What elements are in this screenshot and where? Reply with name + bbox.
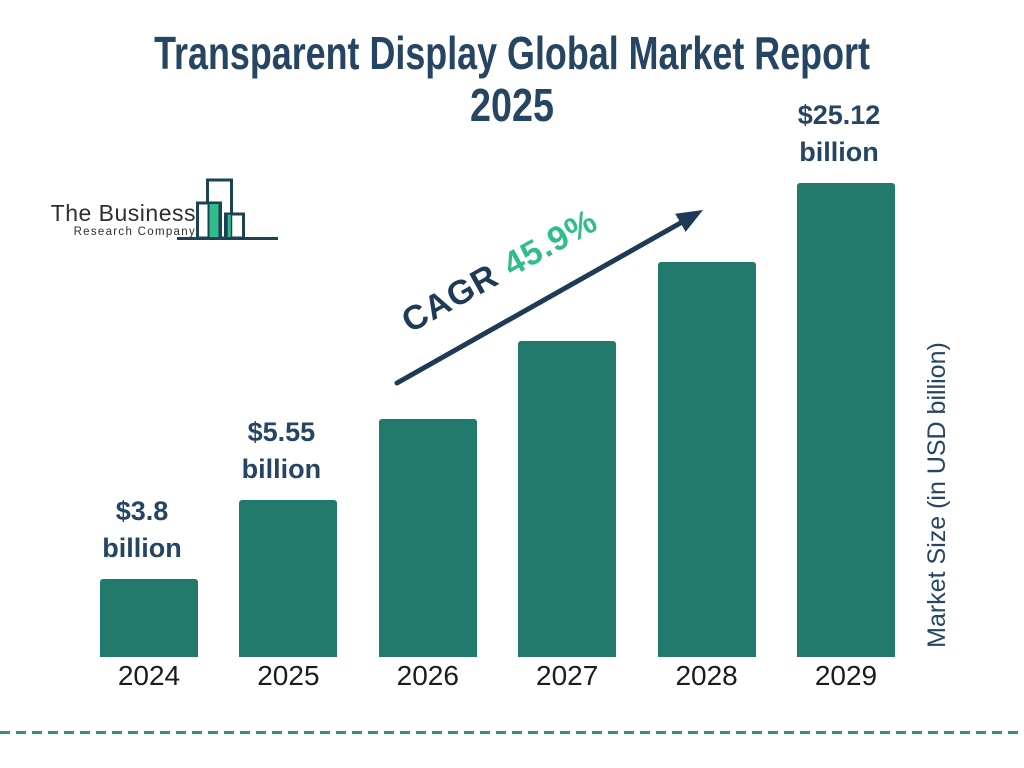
- x-tick-2026: 2026: [396, 660, 459, 691]
- logo: The Business Research Company: [38, 201, 196, 239]
- value-label-line: $25.12: [797, 100, 881, 130]
- value-label-line: billion: [799, 137, 879, 167]
- bottom-dashed-divider: [0, 731, 1024, 734]
- value-label-line: $5.55: [247, 417, 316, 447]
- bar-2024: [100, 579, 198, 657]
- value-label-2024: $3.8 billion: [57, 493, 227, 567]
- x-tick-2027: 2027: [536, 660, 599, 691]
- cagr-text: CAGR: [395, 256, 505, 341]
- logo-name-text: The Business: [50, 200, 196, 226]
- page-title: Transparent Display Global Market Report…: [0, 26, 1024, 130]
- cagr-label: CAGR45.9%: [379, 192, 622, 350]
- bar-2029: [797, 183, 895, 657]
- logo-subname-text: Research Company: [73, 226, 196, 238]
- bar-2026: [378, 419, 477, 657]
- value-label-line: billion: [102, 533, 182, 563]
- value-label-line: billion: [241, 454, 322, 484]
- title-line-2: 2025: [470, 79, 554, 131]
- x-tick-2025: 2025: [257, 660, 320, 691]
- value-label-2025: $5.55 billion: [196, 414, 366, 488]
- bar-2025: [239, 500, 338, 657]
- cagr-value: 45.9%: [496, 201, 605, 285]
- x-tick-2024: 2024: [117, 660, 181, 691]
- logo-bars-icon: [177, 178, 278, 240]
- bar-2028: [657, 262, 756, 657]
- bar-2027: [518, 341, 617, 657]
- value-label-2029: $25.12 billion: [754, 97, 924, 171]
- x-tick-2028: 2028: [675, 660, 738, 691]
- y-axis-label: Market Size (in USD billion): [923, 342, 951, 648]
- value-label-line: $3.8: [115, 496, 169, 526]
- x-tick-2029: 2029: [814, 660, 878, 691]
- title-line-1: Transparent Display Global Market Report: [154, 27, 870, 79]
